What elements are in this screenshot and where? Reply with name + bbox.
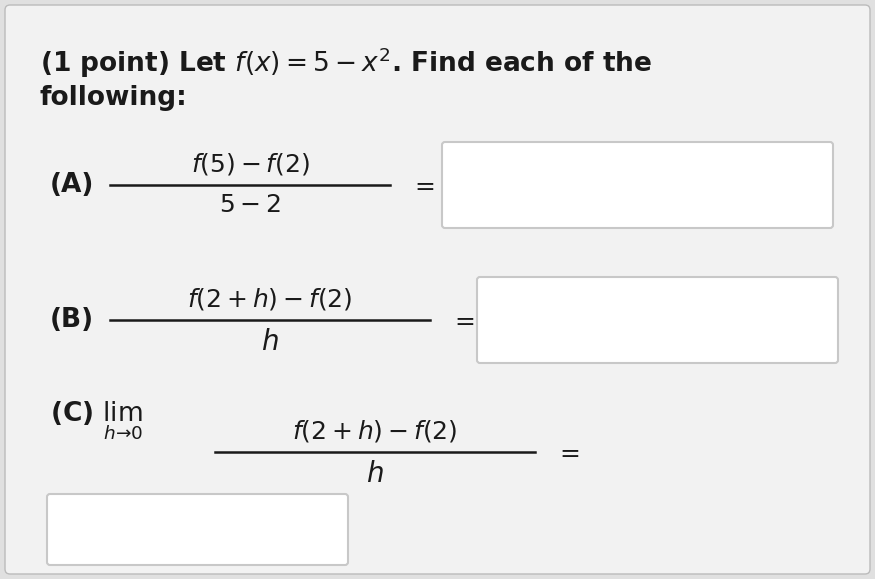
Text: (A): (A) — [50, 172, 94, 198]
FancyBboxPatch shape — [442, 142, 833, 228]
Text: (1 point) Let $f(x) = 5 - x^2$. Find each of the: (1 point) Let $f(x) = 5 - x^2$. Find eac… — [40, 45, 652, 79]
FancyBboxPatch shape — [47, 494, 348, 565]
Text: (B): (B) — [50, 307, 94, 333]
Text: $=$: $=$ — [555, 440, 580, 464]
Text: $f(2 + h) - f(2)$: $f(2 + h) - f(2)$ — [292, 418, 458, 444]
Text: $h$: $h$ — [366, 460, 384, 488]
Text: $=$: $=$ — [450, 308, 475, 332]
Text: (C) $\lim_{h\to 0}$: (C) $\lim_{h\to 0}$ — [50, 399, 144, 442]
Text: following:: following: — [40, 85, 188, 111]
Text: $=$: $=$ — [410, 173, 435, 197]
FancyBboxPatch shape — [5, 5, 870, 574]
Text: $f(2 + h) - f(2)$: $f(2 + h) - f(2)$ — [187, 286, 353, 312]
Text: $h$: $h$ — [261, 328, 279, 356]
Text: $5 - 2$: $5 - 2$ — [219, 193, 281, 217]
FancyBboxPatch shape — [477, 277, 838, 363]
Text: $f(5) - f(2)$: $f(5) - f(2)$ — [191, 151, 310, 177]
